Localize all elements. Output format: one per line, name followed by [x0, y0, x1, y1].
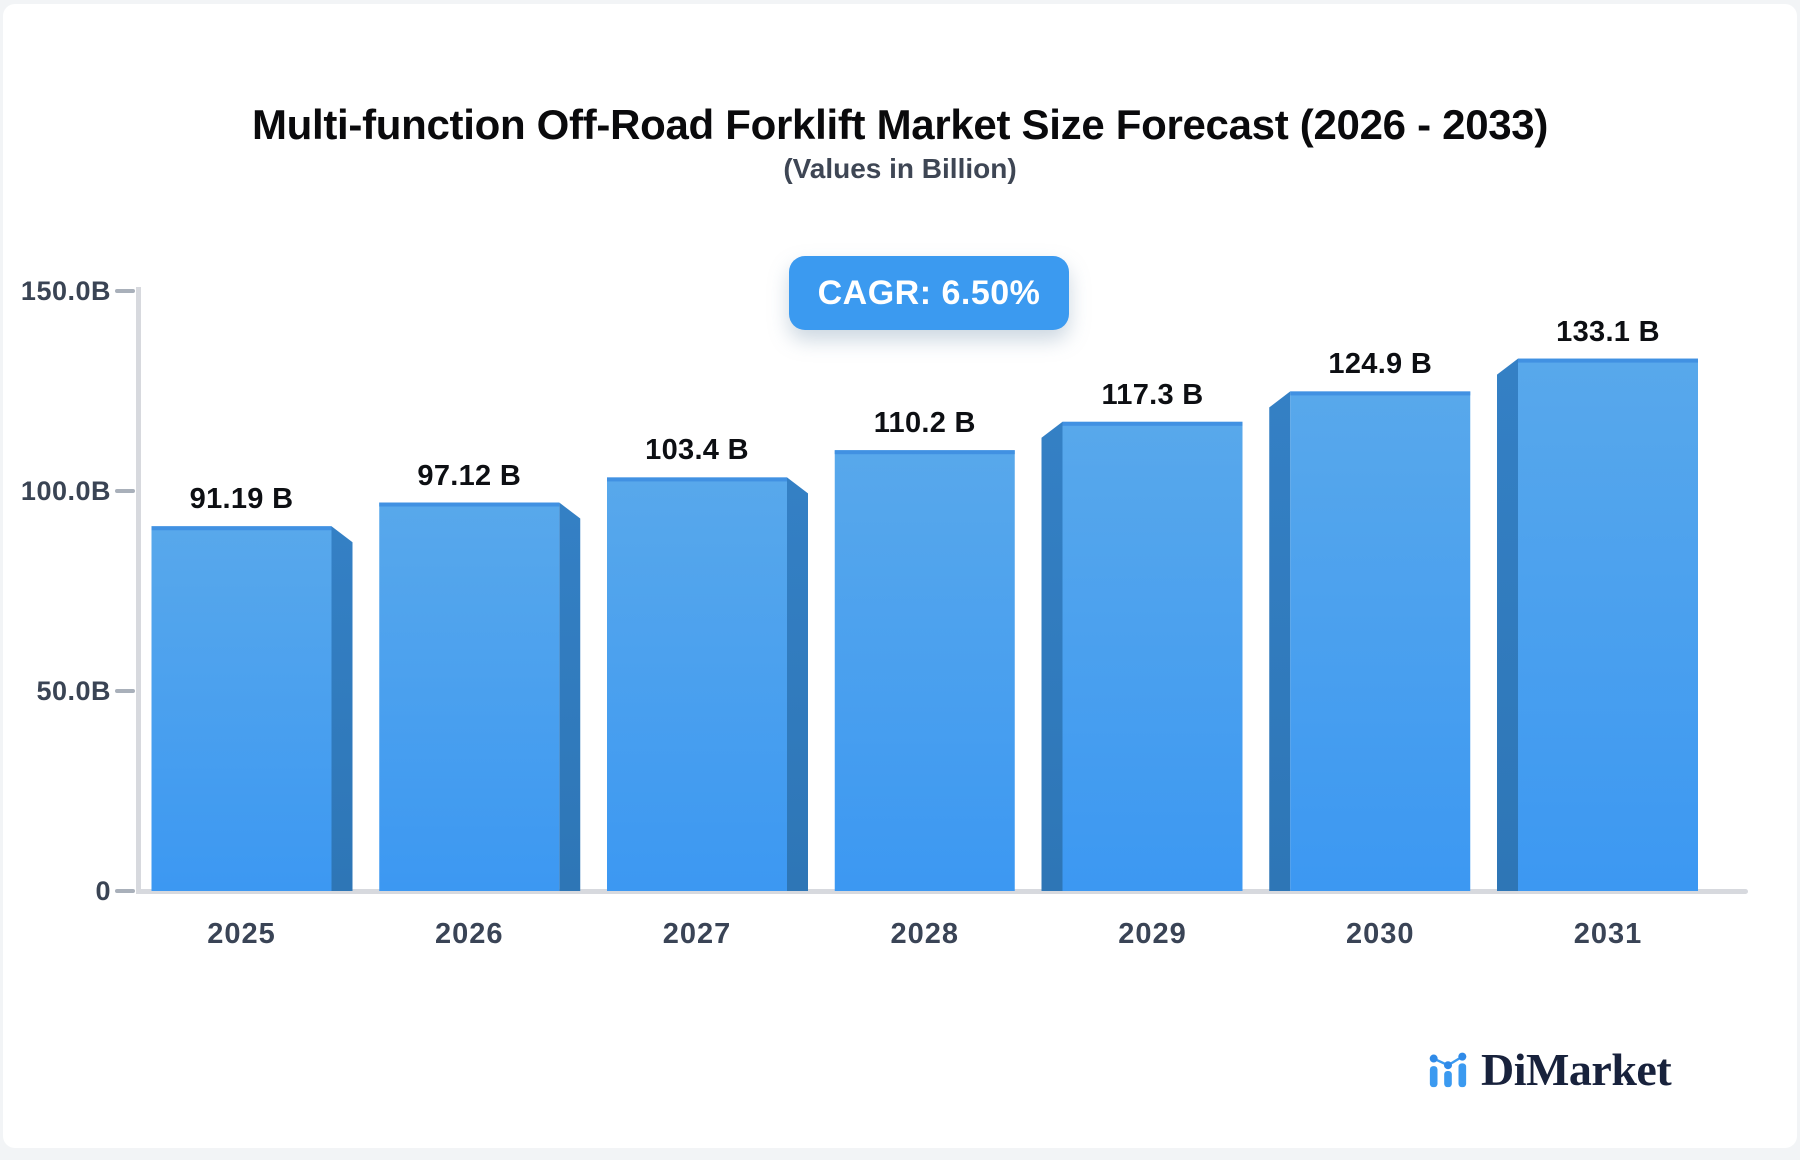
bar-2029[interactable]	[1041, 421, 1243, 891]
y-tick-label-100.0B: 100.0B	[20, 476, 111, 506]
bar-front-face	[834, 450, 1015, 891]
bar-front-face	[1518, 358, 1698, 891]
bar-front-face	[379, 502, 560, 891]
bar-side-face	[559, 502, 581, 891]
bar-front-face	[1290, 391, 1471, 891]
chart-card: Multi-function Off-Road Forklift Market …	[3, 4, 1797, 1148]
brand-logo-text: DiMarket	[1481, 1044, 1672, 1095]
chart-title: Multi-function Off-Road Forklift Market …	[251, 101, 1549, 148]
bar-side-face	[787, 477, 808, 891]
bar-top-edge	[834, 450, 1015, 455]
bar-2028[interactable]	[834, 450, 1015, 891]
cagr-badge: CAGR: 6.50%	[789, 256, 1069, 330]
bar-value-label-2029: 117.3 B	[1101, 378, 1204, 411]
y-tick-label-50.0B: 50.0B	[36, 676, 111, 706]
bar-value-label-2027: 103.4 B	[645, 434, 749, 467]
bar-top-edge	[1062, 421, 1243, 426]
x-tick-label-2025: 2025	[207, 918, 276, 950]
x-tick-label-2031: 2031	[1573, 918, 1643, 950]
bar-side-face	[331, 526, 353, 891]
bar-top-edge	[1518, 358, 1698, 363]
bar-top-edge	[1290, 391, 1471, 396]
y-axis-line	[136, 287, 141, 894]
bar-value-label-2031: 133.1 B	[1556, 315, 1660, 348]
bar-side-face	[1041, 421, 1063, 891]
bars-svg	[151, 358, 1698, 891]
bar-front-face	[1062, 421, 1243, 891]
chart-subtitle: (Values in Billion)	[783, 153, 1017, 184]
x-axis-line	[136, 889, 1748, 894]
brand-logo: DiMarket	[1427, 1044, 1672, 1095]
bar-side-face	[1497, 358, 1518, 891]
y-tick-label-0: 0	[95, 876, 111, 906]
bar-value-label-2030: 124.9 B	[1328, 348, 1433, 381]
x-tick-label-2026: 2026	[434, 918, 504, 950]
bar-top-edge	[379, 502, 560, 507]
plot-area: 0 50.0B 100.0B 150.0B 91.19 B 97.12 B 103.4 B…	[3, 4, 1800, 1160]
x-tick-label-2028: 2028	[890, 918, 959, 950]
bar-line-chart-logo-icon	[1429, 1052, 1467, 1088]
bar-value-label-2025: 91.19 B	[189, 483, 294, 516]
bar-2031[interactable]	[1497, 358, 1698, 891]
bar-value-label-2026: 97.12 B	[417, 459, 522, 492]
y-tick-dash	[115, 289, 135, 293]
x-tick-label-2029: 2029	[1118, 918, 1187, 950]
y-tick-label-150.0B: 150.0B	[20, 276, 111, 306]
bar-2027[interactable]	[607, 477, 808, 891]
y-tick-dash	[115, 489, 135, 493]
bar-side-face	[1269, 391, 1291, 891]
bar-2026[interactable]	[379, 502, 581, 891]
x-tick-label-2027: 2027	[662, 918, 732, 950]
bar-top-edge	[151, 526, 332, 531]
bar-2025[interactable]	[151, 526, 353, 891]
bar-front-face	[607, 477, 787, 891]
bar-front-face	[151, 526, 332, 891]
bar-2030[interactable]	[1269, 391, 1471, 891]
y-tick-dash	[115, 889, 135, 893]
bar-top-edge	[607, 477, 787, 482]
bar-value-label-2028: 110.2 B	[873, 407, 976, 440]
x-tick-label-2030: 2030	[1345, 918, 1415, 950]
cagr-badge-label: CAGR: 6.50%	[817, 273, 1041, 312]
y-tick-dash	[115, 689, 135, 693]
